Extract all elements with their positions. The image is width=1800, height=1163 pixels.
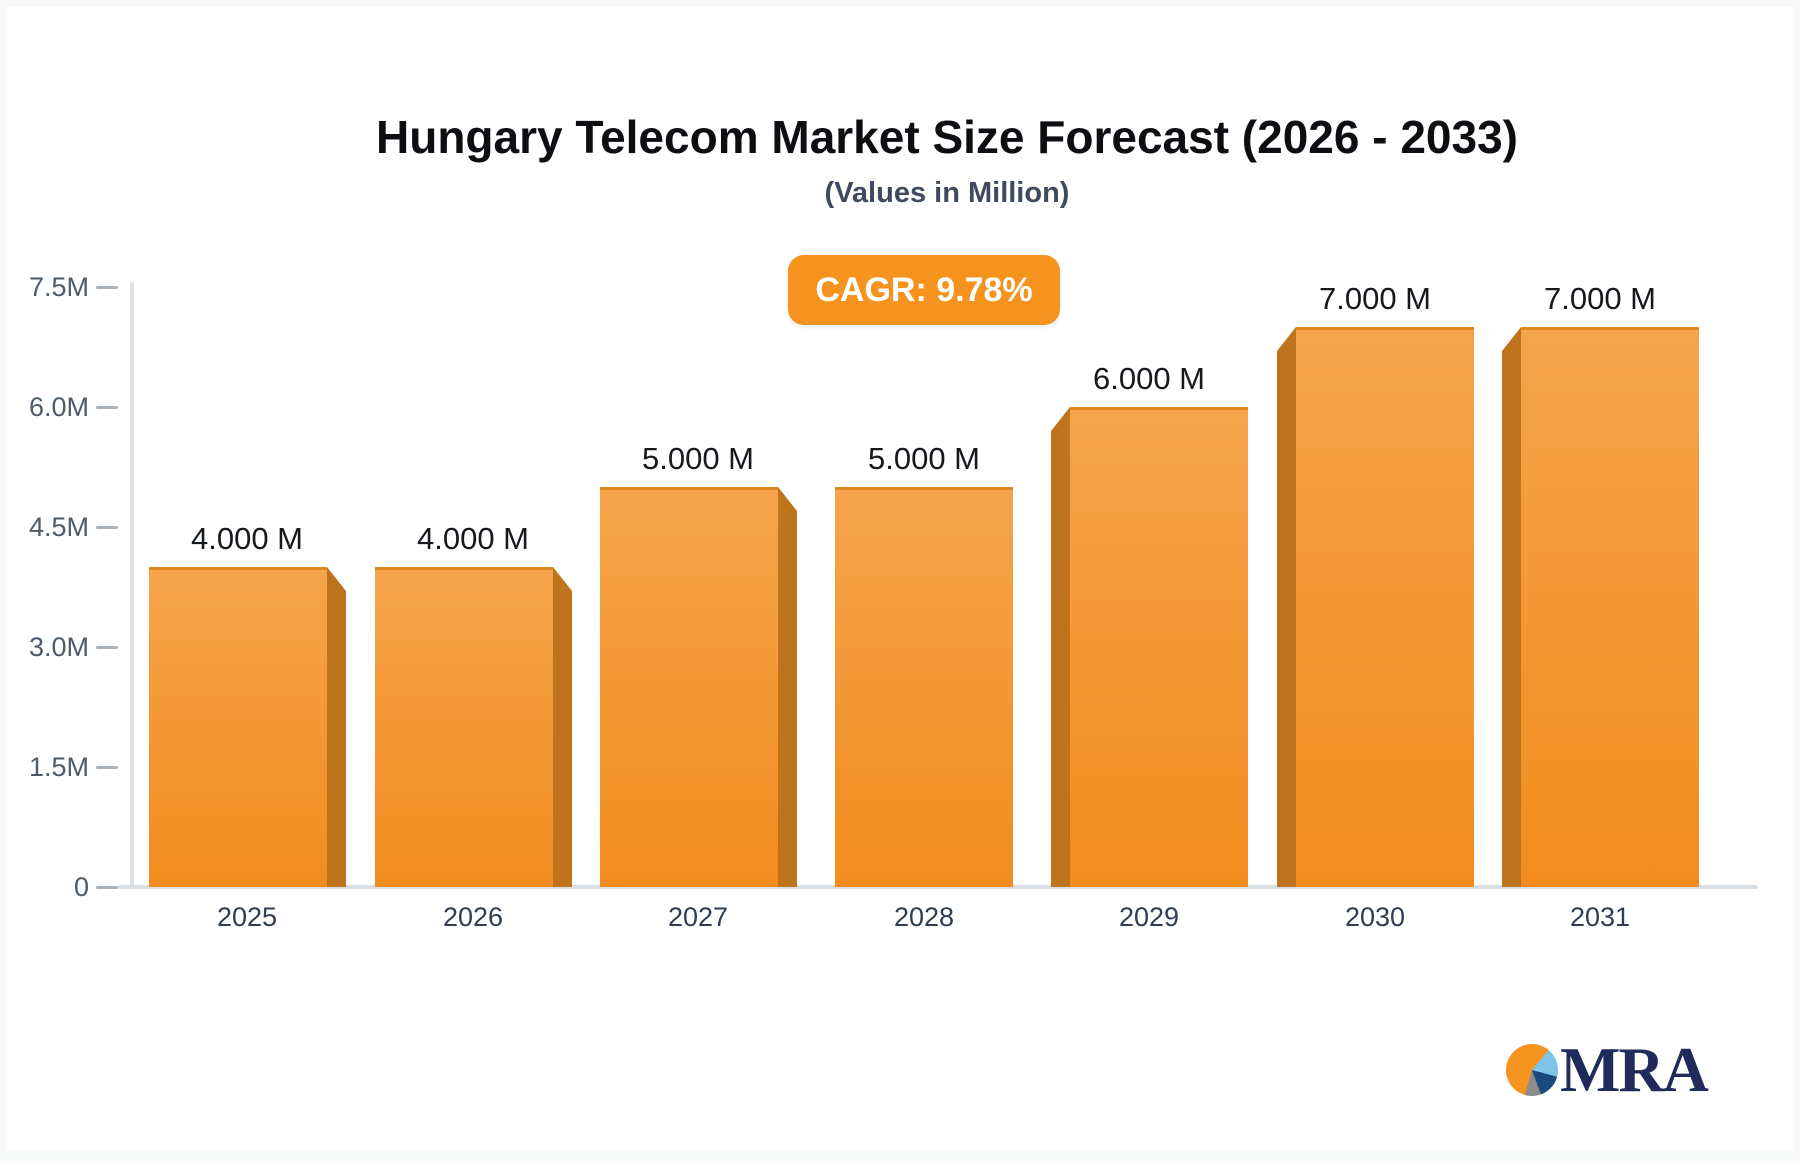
x-tick-label-2028: 2028 xyxy=(893,902,955,932)
bar-2028 xyxy=(835,487,1013,887)
bar-side-2030 xyxy=(1277,327,1296,887)
y-tick-label-4.5M: 4.5M xyxy=(28,512,89,542)
bar-2031 xyxy=(1521,327,1699,887)
bar-2030 xyxy=(1296,327,1474,887)
y-tick-label-0: 0 xyxy=(73,872,89,902)
bar-side-2029 xyxy=(1051,407,1070,887)
bar-value-label-2028: 5.000 M xyxy=(867,441,980,476)
y-tick-dash xyxy=(96,886,118,889)
bar-side-2026 xyxy=(553,567,572,887)
cagr-badge: CAGR: 9.78% xyxy=(788,255,1060,325)
bar-2027 xyxy=(600,487,778,887)
y-tick-label-6.0M: 6.0M xyxy=(28,392,89,422)
bar-value-label-2031: 7.000 M xyxy=(1543,281,1656,316)
bar-side-2027 xyxy=(778,487,797,887)
chart-canvas: Hungary Telecom Market Size Forecast (20… xyxy=(7,7,1793,1149)
x-tick-label-2025: 2025 xyxy=(216,902,278,932)
y-tick-label-7.5M: 7.5M xyxy=(28,272,89,302)
bar-value-label-2026: 4.000 M xyxy=(416,521,529,556)
cagr-badge-label: CAGR: 9.78% xyxy=(815,270,1033,309)
y-tick-dash xyxy=(96,766,118,769)
y-tick-dash xyxy=(96,646,118,649)
bar-value-label-2027: 5.000 M xyxy=(641,441,754,476)
bar-value-label-2030: 7.000 M xyxy=(1318,281,1431,316)
pie-chart-logo-icon xyxy=(1506,1044,1558,1096)
bar-side-2025 xyxy=(327,567,346,887)
x-axis-line xyxy=(118,885,1758,889)
x-tick-label-2029: 2029 xyxy=(1118,902,1180,932)
bar-2029 xyxy=(1070,407,1248,887)
bar-value-label-2025: 4.000 M xyxy=(190,521,303,556)
bar-side-2031 xyxy=(1502,327,1521,887)
x-tick-label-2031: 2031 xyxy=(1569,902,1631,932)
x-tick-label-2026: 2026 xyxy=(442,902,504,932)
chart-subtitle: (Values in Million) xyxy=(824,177,1070,209)
bar-2025 xyxy=(149,567,327,887)
y-axis-line xyxy=(130,282,134,889)
y-tick-dash xyxy=(96,406,118,409)
y-tick-label-3.0M: 3.0M xyxy=(28,632,89,662)
x-tick-label-2027: 2027 xyxy=(667,902,729,932)
bar-2026 xyxy=(375,567,553,887)
chart-title: Hungary Telecom Market Size Forecast (20… xyxy=(376,111,1518,163)
brand-text: MRA xyxy=(1560,1034,1709,1105)
y-tick-dash xyxy=(96,526,118,529)
y-tick-dash xyxy=(96,286,118,289)
brand-logo: MRA xyxy=(1506,1034,1709,1105)
bar-value-label-2029: 6.000 M xyxy=(1092,361,1205,396)
x-tick-label-2030: 2030 xyxy=(1344,902,1406,932)
y-tick-label-1.5M: 1.5M xyxy=(28,752,89,782)
